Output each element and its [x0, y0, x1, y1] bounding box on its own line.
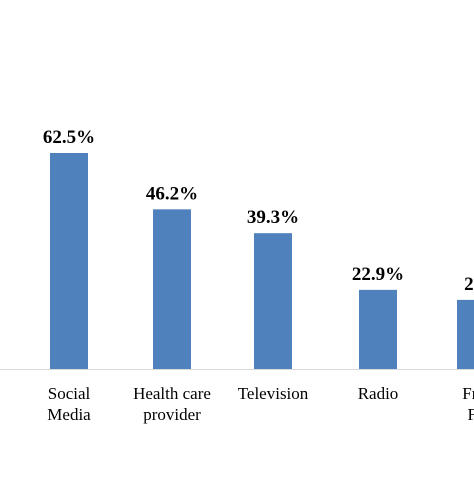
bar	[254, 233, 292, 369]
bar	[153, 209, 191, 369]
category-label: Health care	[133, 384, 211, 403]
bar	[457, 300, 474, 369]
category-label: Television	[238, 384, 309, 403]
data-label: 62.5%	[43, 127, 95, 148]
data-label: 46.2%	[146, 183, 198, 204]
data-label: 39.3%	[247, 207, 299, 228]
data-label: 22.9%	[352, 264, 404, 285]
data-label: 20.	[464, 274, 474, 295]
category-label: Frie	[462, 384, 474, 403]
bar	[50, 153, 88, 369]
category-label: Media	[47, 405, 91, 424]
category-label: provider	[143, 405, 201, 424]
category-label: Radio	[358, 384, 399, 403]
category-label: Fa	[468, 405, 474, 424]
bar	[359, 290, 397, 369]
category-label: Social	[48, 384, 91, 403]
